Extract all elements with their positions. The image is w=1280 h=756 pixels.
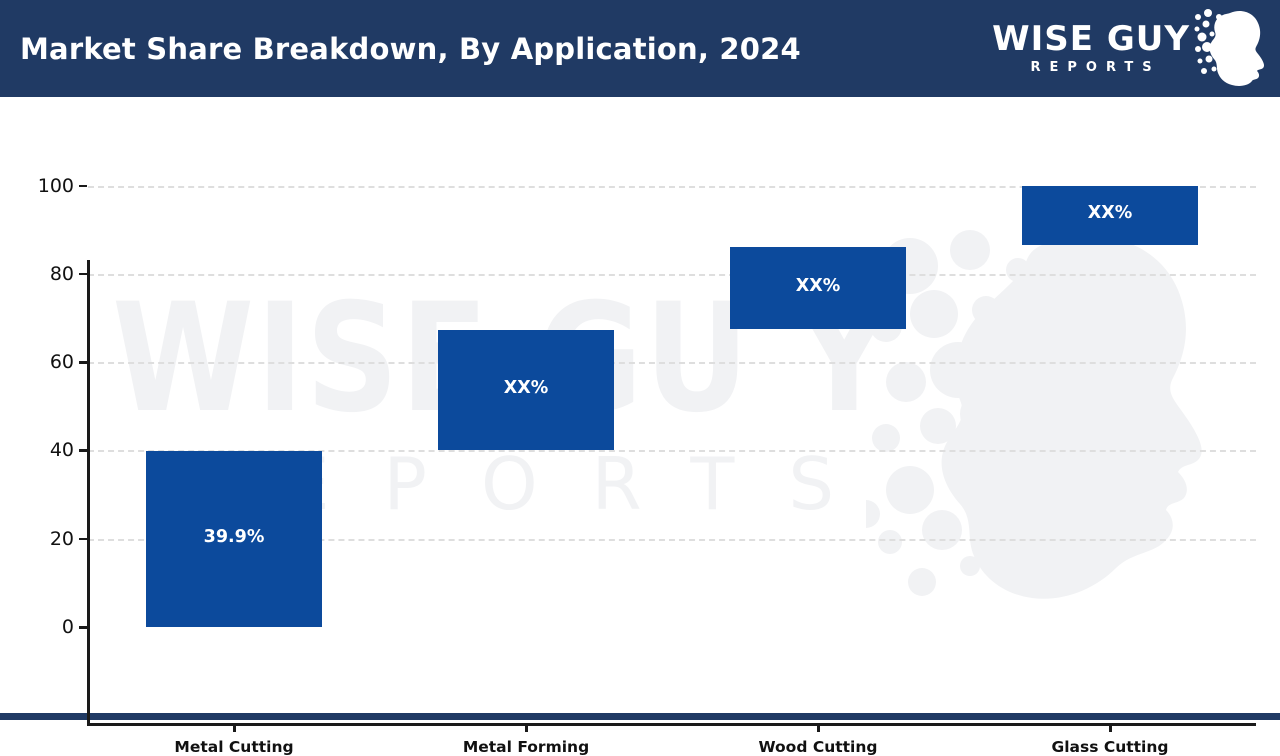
y-tick-label: 100 — [37, 174, 74, 197]
gridline — [88, 273, 1256, 276]
bar-value-label: XX% — [795, 275, 841, 296]
y-tick — [79, 626, 87, 629]
x-tick — [817, 725, 820, 732]
x-tick-label: Wood Cutting — [758, 738, 878, 756]
y-tick — [79, 184, 87, 187]
bar-wood-cutting: XX% — [730, 246, 906, 329]
bar-value-label: XX% — [503, 377, 549, 398]
x-tick — [1109, 725, 1112, 732]
logo-subtitle: REPORTS — [1030, 59, 1161, 75]
header: Market Share Breakdown, By Application, … — [0, 0, 1280, 97]
watermark-head-icon — [852, 222, 1266, 616]
bar-metal-forming: XX% — [438, 329, 614, 450]
x-tick-label: Metal Forming — [462, 738, 590, 756]
y-axis — [87, 260, 90, 725]
x-tick-label: Metal Cutting — [174, 738, 294, 756]
y-tick — [79, 537, 87, 541]
bar-value-label: XX% — [1087, 203, 1133, 224]
logo-wordmark: WISE GUY — [992, 19, 1190, 60]
plot-area: 39.9% XX% XX% XX% 0 20 40 60 80 100 Metal Cutting… — [0, 97, 1280, 756]
y-tick-label: 60 — [49, 351, 74, 374]
logo-head-icon — [1192, 7, 1266, 91]
x-tick — [525, 725, 528, 732]
gridline — [88, 185, 1256, 188]
y-tick-label: 80 — [49, 262, 74, 285]
logo-text: WISE GUY REPORTS — [992, 19, 1190, 75]
footer-bar — [0, 713, 1280, 720]
y-tick-label: 40 — [49, 439, 74, 462]
bar-metal-cutting: 39.9% — [146, 450, 322, 627]
y-tick-label: 0 — [61, 616, 74, 638]
y-tick — [79, 449, 87, 452]
x-tick — [233, 725, 236, 732]
gridline — [88, 538, 1256, 541]
y-tick-label: 20 — [49, 527, 74, 550]
y-tick — [79, 272, 87, 276]
logo: WISE GUY REPORTS — [992, 7, 1280, 91]
x-tick-label: Glass Cutting — [1051, 738, 1169, 756]
gridline — [88, 450, 1256, 453]
gridline — [88, 362, 1256, 365]
bar-value-label: 39.9% — [203, 526, 265, 547]
y-tick — [79, 361, 87, 364]
bar-glass-cutting: XX% — [1022, 185, 1198, 246]
x-axis — [87, 723, 1256, 726]
page-title: Market Share Breakdown, By Application, … — [20, 31, 801, 66]
